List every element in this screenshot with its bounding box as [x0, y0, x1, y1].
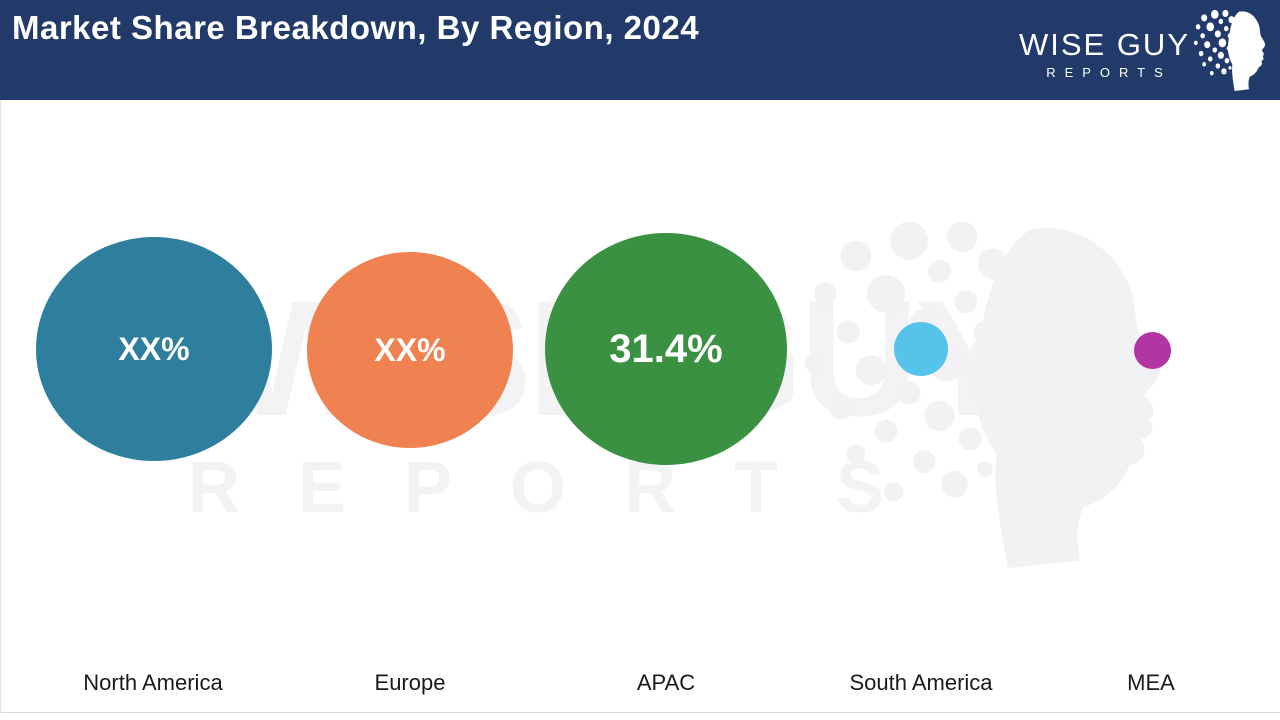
brand-logo: WISE GUY REPORTS	[1019, 6, 1268, 94]
chart-bottom-border	[0, 712, 1280, 713]
bubble-value-europe: XX%	[374, 331, 446, 368]
bubble-europe: XX%	[307, 252, 513, 448]
category-label-europe: Europe	[374, 670, 446, 695]
category-label-north-america: North America	[83, 670, 223, 695]
chart-left-border	[0, 100, 1, 713]
bubble-mea	[1134, 332, 1171, 369]
page-title: Market Share Breakdown, By Region, 2024	[12, 9, 700, 46]
bubble-south-america	[894, 322, 948, 376]
header-bar: Market Share Breakdown, By Region, 2024 …	[0, 0, 1280, 100]
bubble-value-north-america: XX%	[118, 330, 190, 367]
brand-name: WISE GUY	[1018, 26, 1190, 62]
watermark-reports-text: REPORTS	[188, 448, 943, 528]
bubble-north-america: XX%	[36, 237, 272, 461]
watermark-head-icon	[804, 221, 1161, 568]
category-label-mea: MEA	[1127, 670, 1175, 695]
bubble-apac: 31.4%	[545, 233, 787, 465]
bubble-value-apac: 31.4%	[609, 326, 723, 371]
brand-logo-text: WISE GUY REPORTS	[1019, 27, 1190, 80]
category-label-apac: APAC	[636, 670, 696, 695]
brand-subname: REPORTS	[1046, 64, 1172, 80]
category-label-south-america: South America	[849, 670, 993, 695]
wise-guy-head-icon	[1193, 9, 1266, 91]
